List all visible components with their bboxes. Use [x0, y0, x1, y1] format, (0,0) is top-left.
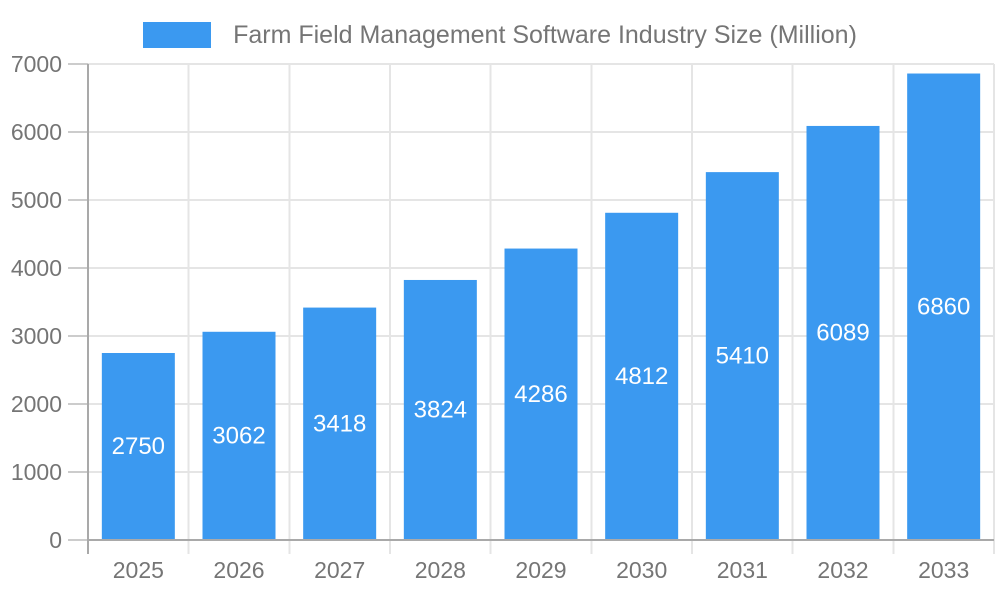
x-tick-label: 2033: [918, 557, 969, 583]
legend-swatch: [143, 22, 212, 48]
bar-2033[interactable]: [907, 73, 981, 541]
bar-2029[interactable]: [504, 248, 578, 540]
y-tick-label: 3000: [11, 323, 62, 349]
bar-2030[interactable]: [605, 212, 679, 540]
y-tick-label: 2000: [11, 391, 62, 417]
y-tick-label: 7000: [11, 51, 62, 77]
x-tick-label: 2032: [817, 557, 868, 583]
bar-2031[interactable]: [705, 172, 779, 540]
bar-value-label: 2750: [112, 433, 165, 460]
bar-value-label: 3062: [212, 422, 265, 449]
y-tick-label: 0: [49, 527, 62, 553]
bar-value-label: 5410: [716, 343, 769, 370]
y-tick-label: 4000: [11, 255, 62, 281]
x-tick-label: 2026: [213, 557, 264, 583]
y-tick-label: 5000: [11, 187, 62, 213]
y-tick-label: 6000: [11, 119, 62, 145]
legend-label: Farm Field Management Software Industry …: [233, 21, 857, 49]
bar-value-label: 4286: [514, 381, 567, 408]
x-tick-label: 2028: [415, 557, 466, 583]
x-tick-label: 2025: [113, 557, 164, 583]
y-tick-label: 1000: [11, 459, 62, 485]
x-tick-label: 2029: [515, 557, 566, 583]
bar-2026[interactable]: [202, 331, 276, 540]
bar-2027[interactable]: [303, 307, 377, 540]
x-tick-label: 2031: [717, 557, 768, 583]
bar-value-label: 3824: [414, 396, 467, 423]
bar-2032[interactable]: [806, 125, 880, 540]
x-tick-label: 2030: [616, 557, 667, 583]
bar-value-label: 4812: [615, 363, 668, 390]
bar-value-label: 3418: [313, 410, 366, 437]
bar-2025[interactable]: [101, 353, 175, 540]
bar-2028[interactable]: [403, 279, 477, 540]
bar-value-label: 6860: [917, 293, 970, 320]
legend[interactable]: Farm Field Management Software Industry …: [0, 20, 1000, 50]
x-tick-label: 2027: [314, 557, 365, 583]
bar-value-label: 6089: [816, 319, 869, 346]
